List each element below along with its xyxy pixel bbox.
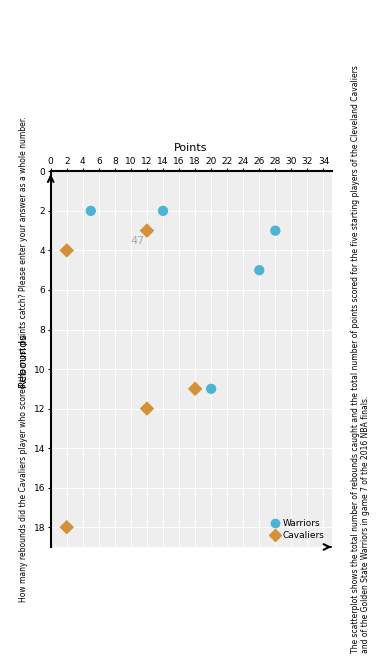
Point [64, 245, 70, 256]
Text: How many rebounds did the Cavaliers player who scored the most points catch? Ple: How many rebounds did the Cavaliers play… [19, 117, 28, 602]
Point [256, 265, 262, 275]
Point [272, 225, 278, 236]
Y-axis label: Rebounds: Rebounds [18, 331, 28, 387]
Point [64, 522, 70, 532]
Point [208, 384, 214, 394]
Text: 47: 47 [131, 235, 145, 246]
X-axis label: Points: Points [174, 143, 208, 154]
Text: The scatterplot shows the total number of rebounds caught and the total number o: The scatterplot shows the total number o… [351, 65, 370, 653]
Point [144, 403, 150, 414]
Legend: Warriors, Cavaliers: Warriors, Cavaliers [269, 517, 327, 542]
Point [88, 206, 94, 216]
Point [192, 384, 198, 394]
Point [160, 206, 166, 216]
Point [144, 225, 150, 236]
